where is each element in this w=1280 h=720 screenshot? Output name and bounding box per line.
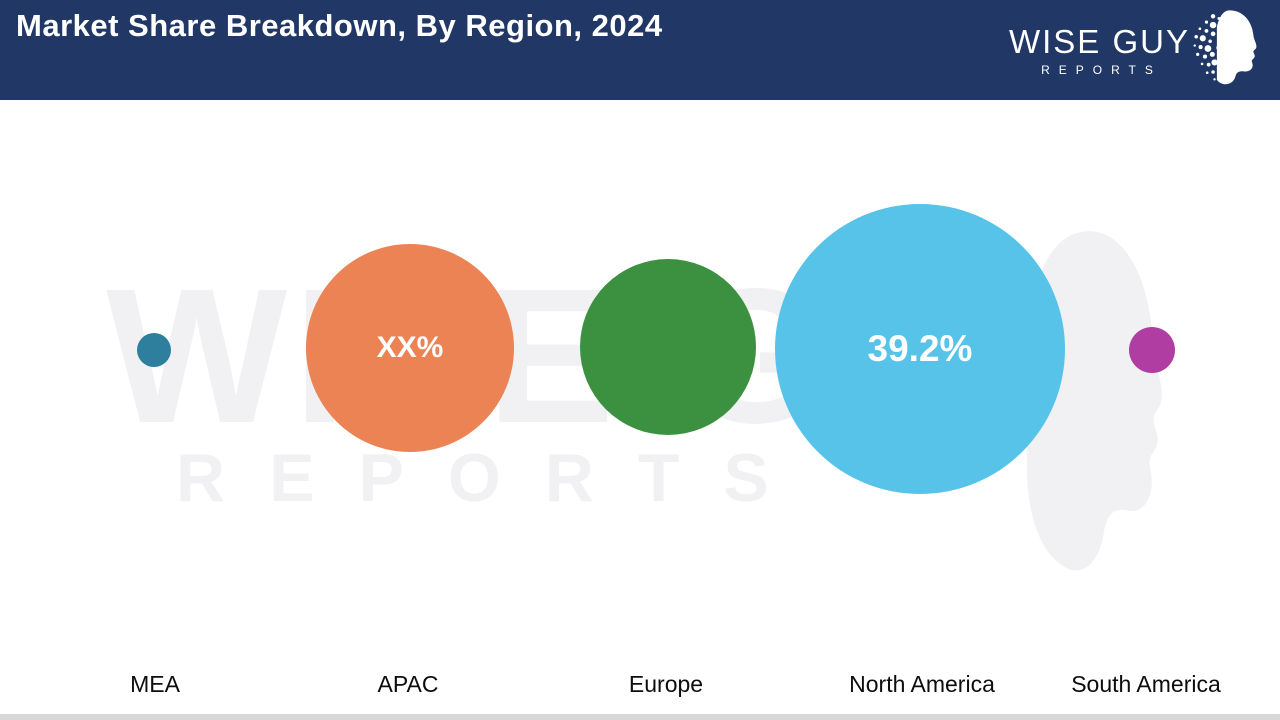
head-profile-logo-icon — [1193, 10, 1257, 85]
watermark-head-icon — [1027, 231, 1162, 571]
logo-text: WISE GUY REPORTS — [1009, 25, 1190, 76]
chart-title: Market Share Breakdown, By Region, 2024 — [16, 8, 663, 43]
watermark-subtitle: REPORTS — [176, 440, 813, 516]
wise-guy-reports-logo: WISE GUY REPORTS — [1009, 6, 1270, 94]
watermark-wordmark: WISE GUY — [106, 248, 1115, 463]
watermark: WISE GUY REPORTS — [0, 100, 1280, 714]
logo-wordmark: WISE GUY — [1008, 22, 1190, 60]
header: Market Share Breakdown, By Region, 2024 … — [0, 0, 1280, 100]
bottom-border — [0, 714, 1280, 720]
logo-subtitle: REPORTS — [1041, 62, 1162, 77]
